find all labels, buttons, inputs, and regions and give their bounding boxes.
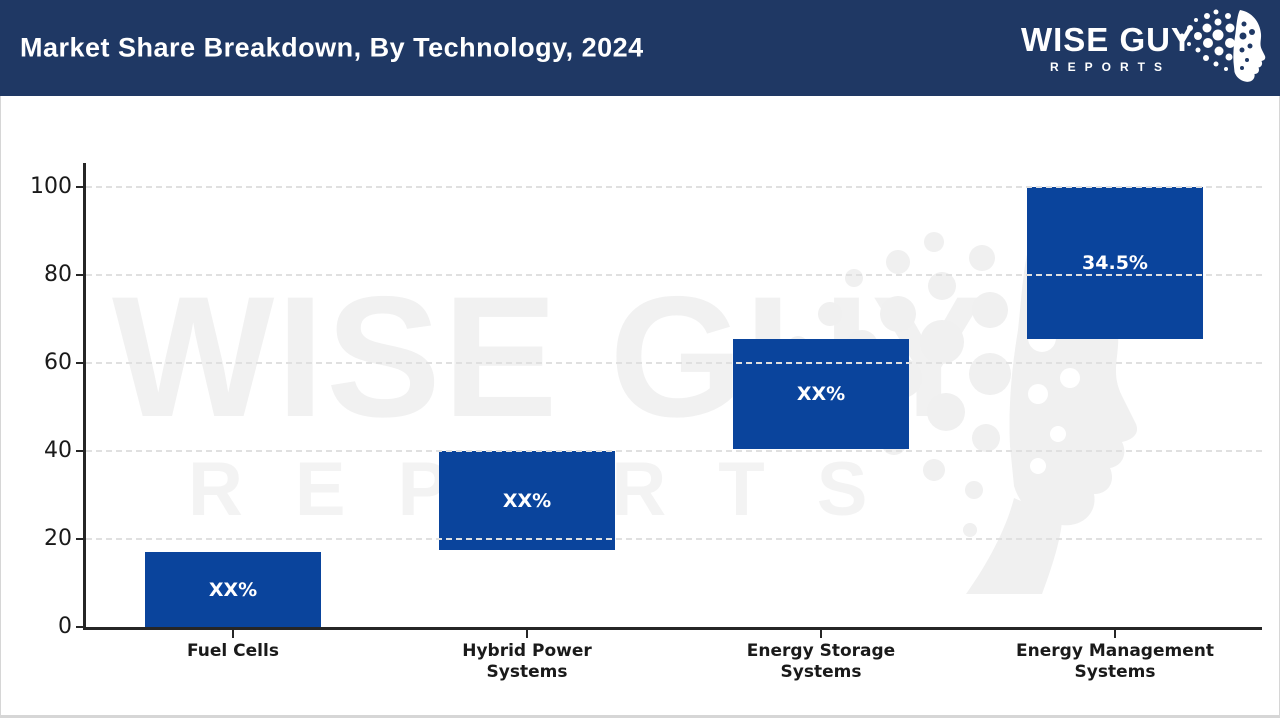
x-tick-mark (232, 629, 234, 638)
x-axis-category-label: Energy Management Systems (1016, 641, 1214, 682)
gridline-y-40 (86, 450, 1262, 452)
dotted-head-logo-icon (1179, 9, 1266, 82)
bar-value-label: XX% (502, 489, 552, 512)
bar-fuel-cells: XX% (145, 552, 321, 627)
y-axis-line (83, 163, 86, 629)
y-tick-mark (76, 538, 85, 540)
chart-title: Market Share Breakdown, By Technology, 2… (20, 32, 644, 63)
gridline-y-100 (86, 186, 1262, 188)
y-axis-tick-label: 20 (44, 526, 72, 551)
bar-value-label: XX% (796, 382, 846, 405)
x-tick-mark (526, 629, 528, 638)
x-axis-category-label: Energy Storage Systems (746, 641, 896, 682)
brand-logo-text: WISE GUY REPORTS (1020, 21, 1194, 75)
bar-energy-management-systems: 34.5% (1027, 187, 1203, 339)
y-tick-mark (76, 450, 85, 452)
x-axis-line (83, 627, 1262, 630)
y-axis-tick-label: 40 (44, 438, 72, 463)
gridline-y-80 (86, 274, 1262, 276)
y-tick-mark (76, 362, 85, 364)
x-axis-category-label: Fuel Cells (187, 641, 279, 661)
y-axis-tick-label: 100 (30, 174, 72, 199)
gridline-y-20 (86, 538, 1262, 540)
y-tick-mark (76, 274, 85, 276)
y-tick-mark (76, 626, 85, 628)
brand-logo: WISE GUY REPORTS (1021, 6, 1266, 90)
brand-subtitle: REPORTS (1049, 60, 1171, 74)
x-tick-mark (1114, 629, 1116, 638)
bar-hybrid-power-systems: XX% (439, 451, 615, 550)
x-axis-category-label: Hybrid Power Systems (462, 641, 592, 682)
y-axis-tick-label: 0 (58, 614, 72, 639)
y-axis-tick-label: 80 (44, 262, 72, 287)
bar-value-label: XX% (208, 578, 258, 601)
y-axis-tick-label: 60 (44, 350, 72, 375)
gridline-y-60 (86, 362, 1262, 364)
x-tick-mark (820, 629, 822, 638)
brand-name: WISE GUY (1020, 21, 1194, 58)
y-tick-mark (76, 186, 85, 188)
bar-value-label: 34.5% (1082, 251, 1148, 274)
bar-energy-storage-systems: XX% (733, 338, 909, 449)
header-band: Market Share Breakdown, By Technology, 2… (0, 0, 1280, 96)
